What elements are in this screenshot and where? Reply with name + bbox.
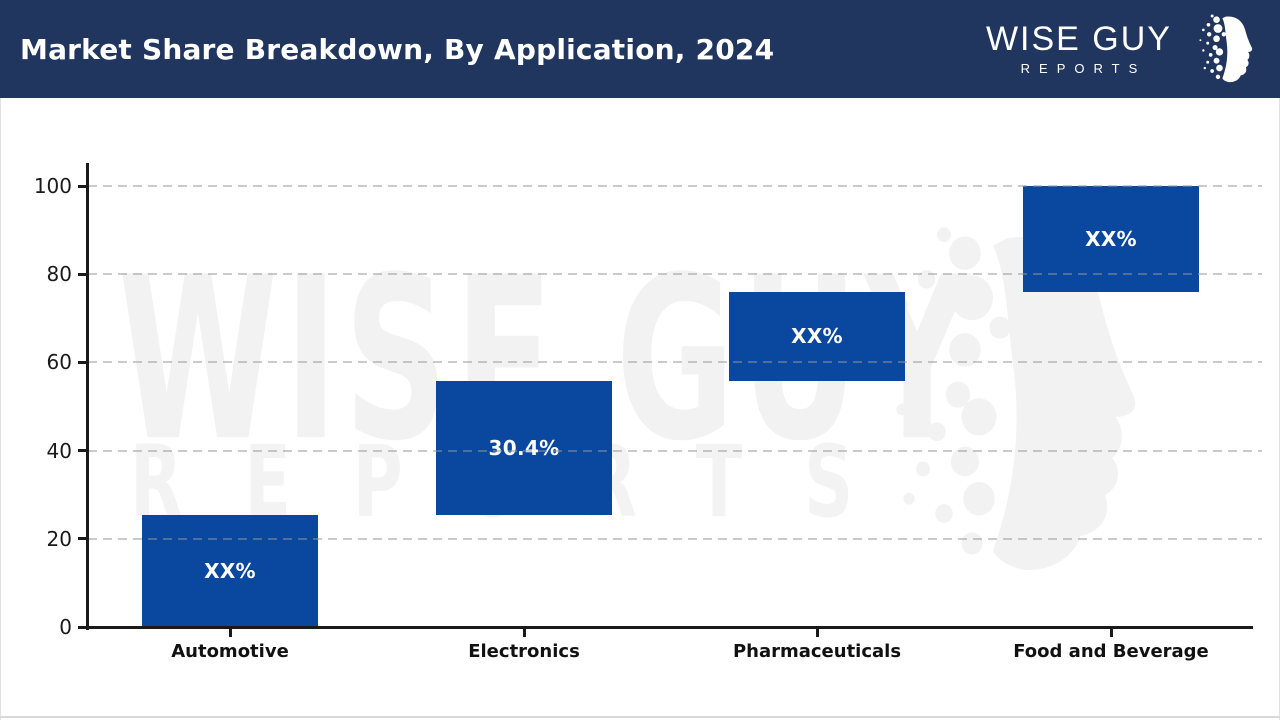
logo-text: WISE GUY REPORTS — [986, 22, 1172, 76]
watermark-face-icon — [883, 227, 1136, 570]
logo-reports-text: REPORTS — [1020, 61, 1147, 76]
bottom-border — [0, 716, 1280, 718]
logo-wiseguy-text: WISE GUY — [985, 20, 1172, 58]
wise-guy-reports-logo: WISE GUY REPORTS — [986, 10, 1262, 88]
page-title: Market Share Breakdown, By Application, … — [20, 32, 775, 66]
header-banner: Market Share Breakdown, By Application, … — [0, 0, 1280, 98]
dot-face-icon — [1199, 14, 1253, 83]
